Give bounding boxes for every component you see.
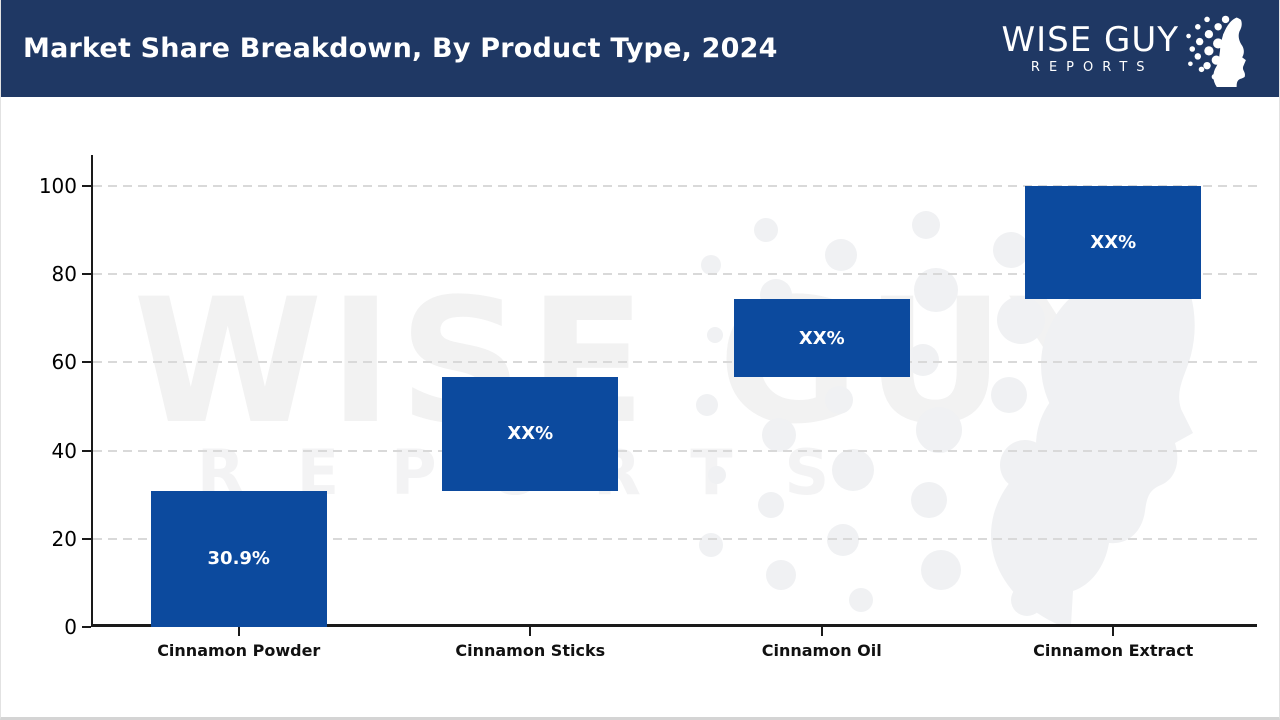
bar: XX% [1025,185,1202,299]
y-tick-label: 100 [38,173,77,198]
x-tick-label: Cinnamon Powder [157,641,321,660]
gridline [93,273,1257,276]
bar: XX% [442,377,619,491]
x-tick-label: Cinnamon Extract [1033,641,1194,660]
plot-area: 0 20 40 60 80 100 30.9% Cinnamon Powder XX% Cinna… [39,155,1257,660]
dotted-head-icon [1186,11,1257,87]
logo-subtext: REPORTS [1030,59,1154,75]
chart-title: Market Share Breakdown, By Product Type,… [23,33,778,64]
y-tick-label: 40 [51,438,77,463]
y-tick-label: 80 [51,262,77,287]
y-tick-mark [82,361,91,364]
header: Market Share Breakdown, By Product Type,… [1,0,1279,97]
y-tick-mark [82,273,91,276]
y-tick-mark [82,626,91,628]
bar-value-label: 30.9% [207,548,270,570]
gridline [93,537,1257,540]
bar-value-label: XX% [1090,231,1137,253]
x-tick-mark [820,627,823,636]
y-tick-mark [82,537,91,540]
y-tick-mark [82,449,91,452]
x-tick-mark [529,627,532,636]
x-tick-label: Cinnamon Oil [761,641,882,660]
y-tick-label: 0 [64,615,77,639]
gridline [93,184,1257,187]
bar-value-label: XX% [798,327,845,349]
bar: XX% [733,298,910,378]
gridline [93,449,1257,452]
x-tick-mark [237,627,240,636]
y-tick-mark [82,184,91,187]
bar-value-label: XX% [507,423,554,445]
gridline [93,361,1257,364]
x-tick-mark [1112,627,1115,636]
wise-guy-logo: WISE GUY REPORTS [1001,11,1257,87]
y-tick-label: 20 [51,526,77,551]
logo-wordmark: WISE GUY [1001,19,1179,60]
bar: 30.9% [150,490,327,627]
y-tick-label: 60 [51,350,77,375]
x-tick-label: Cinnamon Sticks [455,641,606,660]
